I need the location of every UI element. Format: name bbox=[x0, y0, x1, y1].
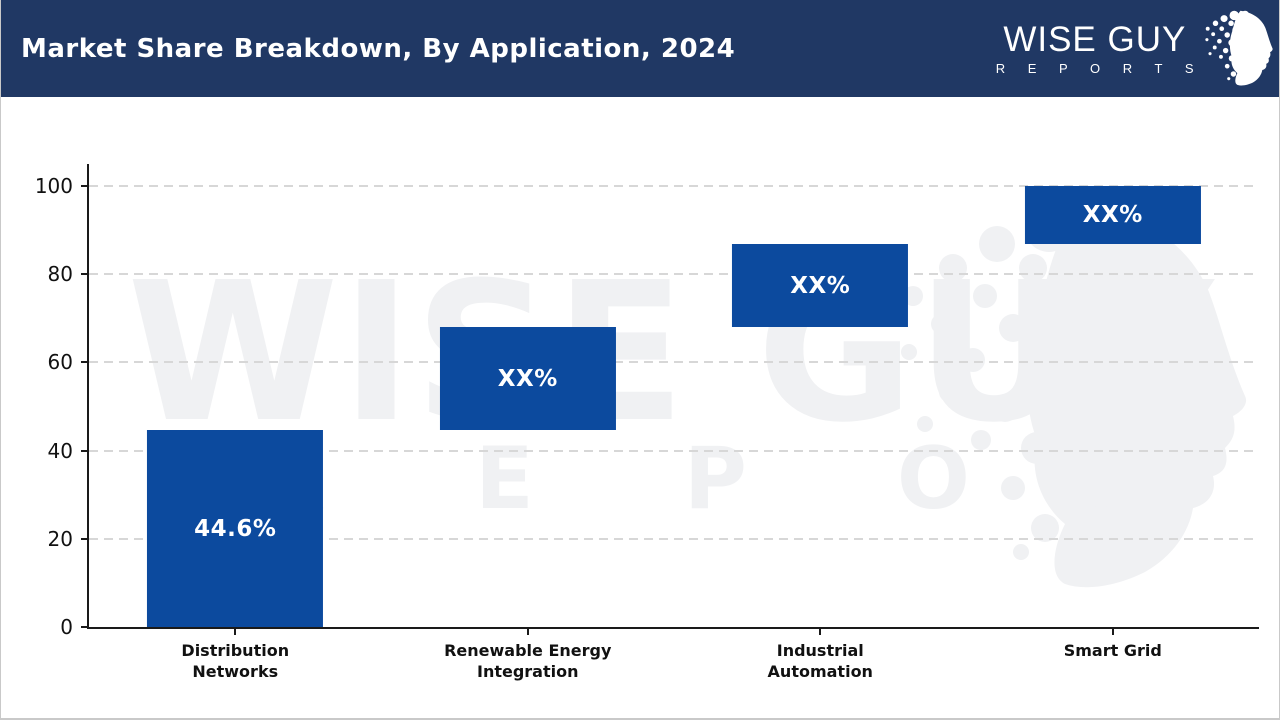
bar-segment: XX% bbox=[732, 244, 909, 328]
logo-wordmark-line2: R E P O R T S bbox=[995, 61, 1203, 76]
y-tick-mark bbox=[81, 626, 89, 628]
y-tick-label: 80 bbox=[47, 262, 73, 287]
bar-value-label: XX% bbox=[497, 365, 558, 392]
plot-area: 0 20 40 60 80 100 44.6% Distribution Networks XX… bbox=[35, 176, 1259, 681]
x-axis-line bbox=[87, 627, 1259, 629]
brand-logo: WISE GUY R E P O R T S bbox=[996, 6, 1274, 92]
x-tick-mark bbox=[526, 629, 529, 635]
y-tick-mark bbox=[81, 185, 89, 187]
y-tick-mark bbox=[81, 537, 89, 540]
page-title: Market Share Breakdown, By Application, … bbox=[21, 33, 736, 64]
y-tick-label: 40 bbox=[47, 438, 73, 463]
y-tick-label: 100 bbox=[34, 174, 73, 198]
bar-segment: XX% bbox=[1024, 186, 1201, 245]
gridline bbox=[89, 185, 1259, 187]
gridline bbox=[89, 273, 1259, 276]
bar-segment: XX% bbox=[439, 327, 616, 431]
bar-segment: 44.6% bbox=[147, 430, 324, 627]
logo-wordmark: WISE GUY R E P O R T S bbox=[996, 22, 1194, 76]
y-tick-mark bbox=[81, 273, 89, 276]
bar-value-label: 44.6% bbox=[194, 515, 277, 542]
x-tick-mark bbox=[819, 629, 822, 635]
y-tick-label: 0 bbox=[60, 615, 73, 639]
logo-wordmark-line1: WISE GUY bbox=[1003, 20, 1187, 59]
dotted-head-icon bbox=[1196, 7, 1274, 91]
x-category-label: Distribution Networks bbox=[181, 641, 290, 681]
x-tick-mark bbox=[1111, 629, 1114, 635]
bar-value-label: XX% bbox=[1082, 202, 1143, 229]
y-tick-label: 20 bbox=[47, 526, 73, 551]
x-tick-mark bbox=[234, 629, 237, 635]
gridline bbox=[89, 537, 1259, 540]
y-axis-line bbox=[87, 164, 89, 629]
x-category-label: Renewable Energy Integration bbox=[444, 641, 612, 681]
y-tick-mark bbox=[81, 361, 89, 364]
bar-value-label: XX% bbox=[790, 272, 851, 299]
y-tick-mark bbox=[81, 449, 89, 452]
gridline bbox=[89, 361, 1259, 364]
y-tick-label: 60 bbox=[47, 350, 73, 375]
x-category-label: Smart Grid bbox=[1063, 641, 1162, 660]
header-bar: Market Share Breakdown, By Application, … bbox=[1, 0, 1279, 97]
x-category-label: Industrial Automation bbox=[767, 641, 873, 681]
gridline bbox=[89, 449, 1259, 452]
